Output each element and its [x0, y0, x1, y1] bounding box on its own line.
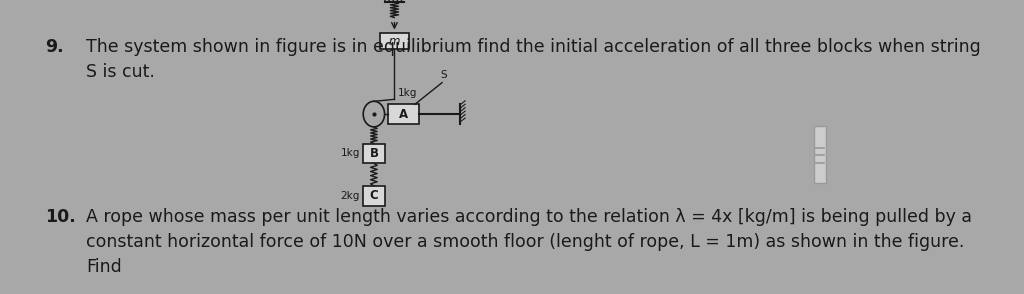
Text: 9.: 9. — [45, 38, 63, 56]
Text: m: m — [389, 35, 400, 48]
Text: 10.: 10. — [45, 208, 76, 226]
Text: The system shown in figure is in equilibrium find the initial acceleration of al: The system shown in figure is in equilib… — [86, 38, 981, 81]
Bar — [364, 143, 385, 163]
Bar — [364, 186, 385, 206]
Text: 1kg: 1kg — [341, 148, 359, 158]
Text: S: S — [440, 70, 447, 80]
Text: 2kg: 2kg — [341, 191, 359, 201]
Bar — [380, 34, 410, 49]
Bar — [388, 104, 419, 124]
Text: A rope whose mass per unit length varies according to the relation λ = 4x [kg/m]: A rope whose mass per unit length varies… — [86, 208, 972, 276]
Text: C: C — [370, 189, 378, 202]
Text: B: B — [370, 147, 379, 160]
Text: A: A — [399, 108, 408, 121]
Bar — [813, 126, 826, 183]
Text: 1kg: 1kg — [398, 88, 417, 98]
